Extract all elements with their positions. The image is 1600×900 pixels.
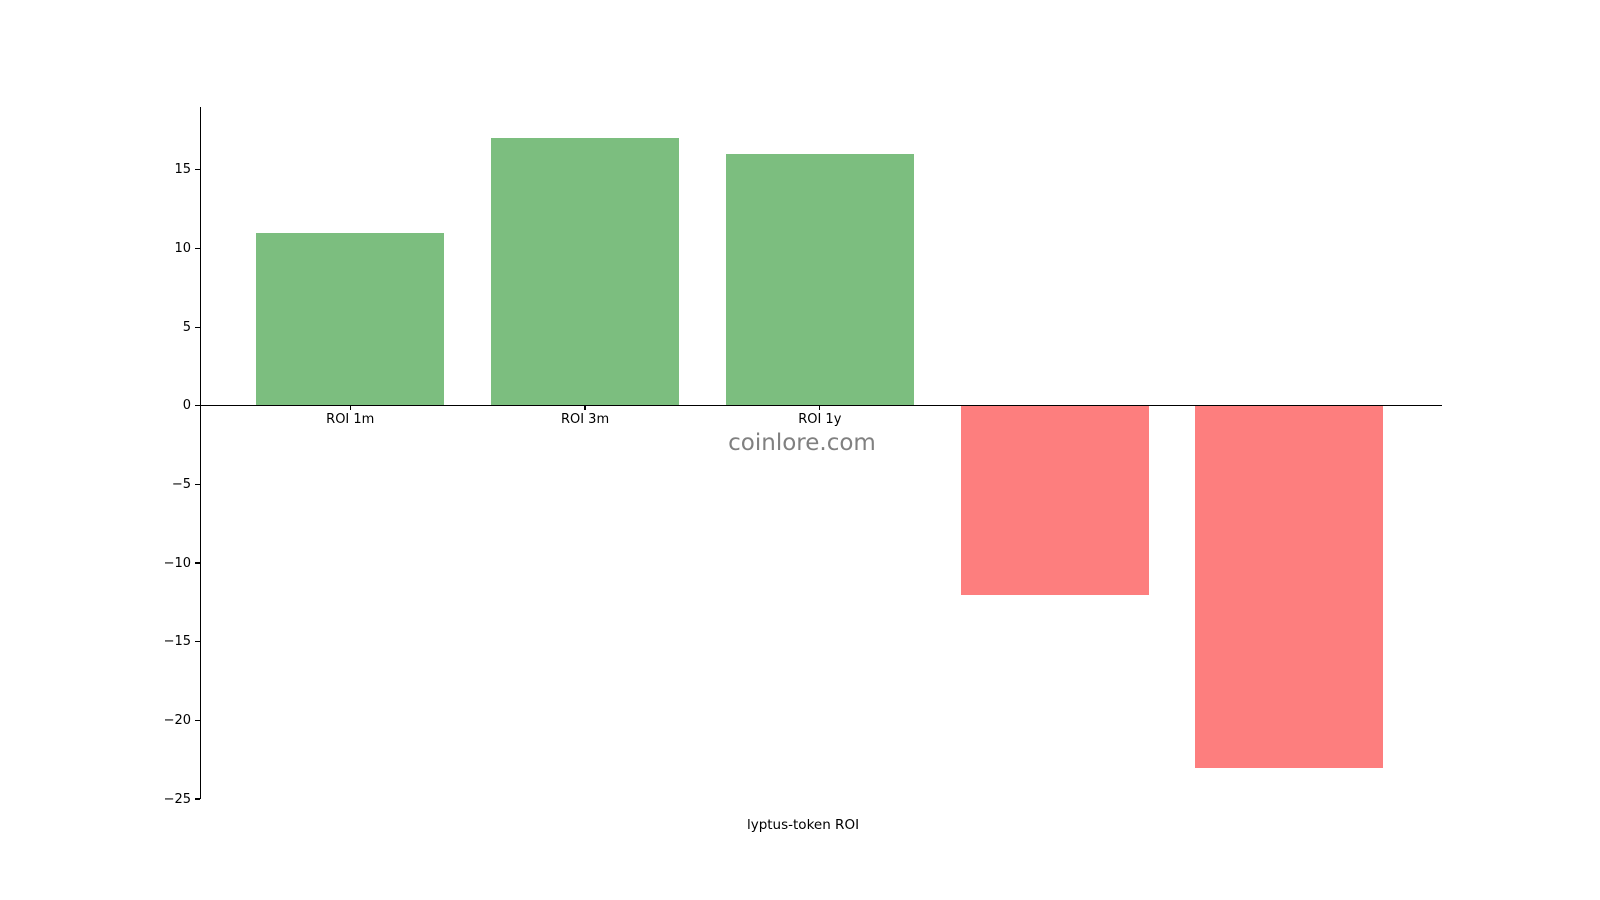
x-axis-category-label: ROI 3m: [560, 411, 610, 427]
y-axis-tick-label: 0: [182, 398, 191, 414]
y-axis-tick: [195, 719, 200, 721]
y-axis-tick-label: 15: [174, 162, 191, 178]
bar-negative: [960, 405, 1149, 595]
bar-negative: [1195, 405, 1384, 768]
x-axis-category-label: ROI 1y: [798, 411, 842, 427]
coinlore-watermark: coinlore.com: [728, 430, 876, 456]
y-axis-tick-label: 5: [182, 319, 191, 335]
x-axis-tick: [819, 405, 821, 410]
x-axis-category-label: ROI 1m: [326, 411, 375, 427]
x-axis-zero-line: [200, 405, 1442, 407]
y-axis-tick: [195, 405, 200, 407]
y-axis-tick: [195, 798, 200, 800]
y-axis-tick: [195, 247, 200, 250]
y-axis-spine: [200, 107, 202, 799]
y-axis-tick-label: −20: [163, 712, 191, 728]
y-axis-tick: [195, 483, 200, 486]
y-axis-tick-label: 10: [174, 241, 191, 257]
x-axis-tick: [349, 405, 351, 410]
x-axis-tick: [584, 405, 586, 410]
bar-positive: [256, 232, 445, 406]
y-axis-tick-label: −10: [163, 555, 191, 571]
y-axis-tick-label: −5: [171, 476, 191, 492]
y-axis-tick: [195, 326, 200, 328]
chart-title: lyptus-token ROI: [746, 817, 860, 833]
y-axis-tick: [195, 562, 200, 564]
y-axis-tick-label: −15: [163, 634, 191, 650]
y-axis-tick: [195, 641, 200, 643]
bar-positive: [491, 138, 679, 406]
y-axis-tick-label: −25: [163, 791, 191, 807]
y-axis-tick: [195, 169, 200, 171]
bar-positive: [725, 154, 914, 406]
